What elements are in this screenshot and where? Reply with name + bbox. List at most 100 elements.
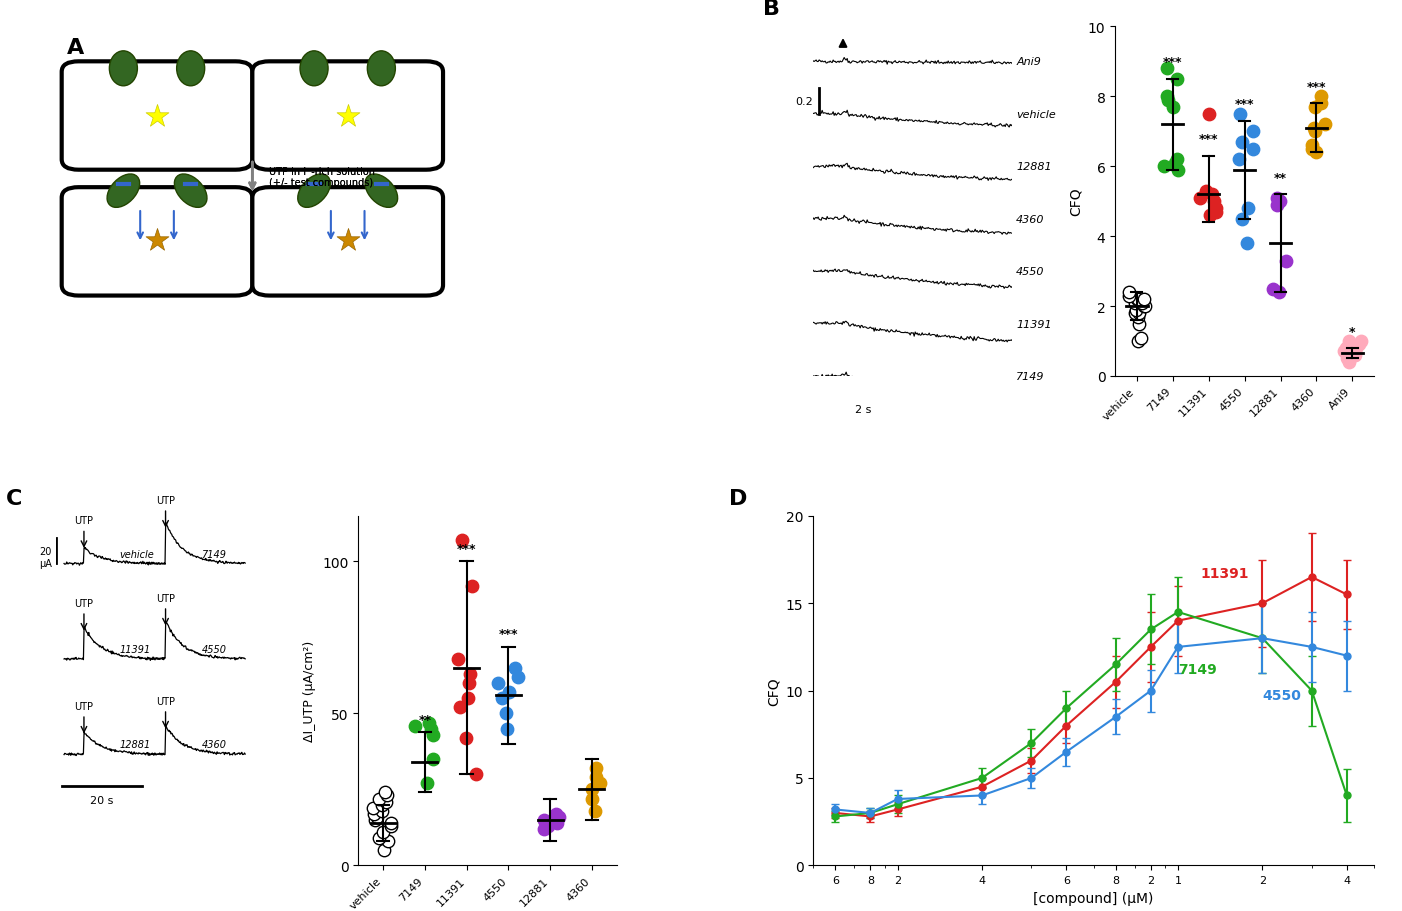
Text: ***: ***: [1235, 98, 1255, 111]
Point: [1301, 142, 1323, 157]
Point: [370, 804, 393, 818]
Point: [449, 701, 471, 715]
Point: [1269, 195, 1291, 210]
Point: [1237, 201, 1259, 216]
Point: [1124, 306, 1147, 321]
Point: [1342, 348, 1364, 363]
Point: [1332, 344, 1354, 359]
Point: [1126, 334, 1148, 349]
Point: [1242, 125, 1265, 139]
Point: [533, 822, 555, 836]
Point: [1339, 334, 1361, 349]
FancyBboxPatch shape: [62, 188, 252, 296]
Point: [336, 233, 359, 248]
Point: [1129, 306, 1151, 321]
Point: [1227, 153, 1249, 168]
Point: [457, 691, 479, 706]
Text: UTP: UTP: [74, 701, 94, 711]
Point: [1336, 352, 1359, 366]
Point: [366, 810, 388, 824]
Text: 12881: 12881: [119, 740, 151, 750]
Point: [460, 667, 482, 681]
Point: [589, 776, 611, 791]
Point: [495, 706, 517, 721]
Point: [545, 806, 568, 821]
Point: [1131, 296, 1154, 311]
Point: [1335, 342, 1357, 356]
Point: [1166, 163, 1189, 178]
Point: [376, 788, 398, 803]
Point: [503, 660, 526, 675]
Point: [367, 831, 390, 845]
Point: [1335, 344, 1357, 359]
Ellipse shape: [300, 52, 328, 87]
Point: [1166, 72, 1189, 87]
Point: [1155, 62, 1178, 77]
Point: [1203, 195, 1225, 210]
Point: [491, 691, 513, 706]
Point: [418, 715, 440, 730]
Text: ***: ***: [1307, 81, 1326, 94]
Point: [1161, 100, 1183, 115]
Ellipse shape: [107, 175, 140, 208]
Text: μA: μA: [39, 558, 52, 568]
Point: [1164, 157, 1186, 171]
Point: [362, 801, 384, 815]
Point: [380, 815, 402, 830]
Point: [1339, 348, 1361, 363]
Text: B: B: [764, 0, 781, 19]
Point: [367, 792, 390, 806]
Point: [1304, 125, 1326, 139]
Text: UTP: UTP: [156, 696, 175, 706]
Point: [422, 728, 444, 742]
Text: Ani9: Ani9: [1016, 57, 1042, 67]
Point: [1134, 300, 1157, 314]
Point: [545, 815, 568, 830]
Point: [454, 731, 477, 745]
Text: **: **: [418, 712, 432, 726]
Point: [1157, 93, 1179, 107]
Text: 7149: 7149: [1016, 372, 1044, 382]
Point: [451, 533, 474, 548]
Point: [1304, 100, 1326, 115]
Ellipse shape: [367, 52, 395, 87]
Text: 11391: 11391: [1200, 567, 1249, 580]
Text: 7149: 7149: [202, 549, 226, 559]
Point: [1301, 138, 1323, 153]
Point: [486, 676, 509, 691]
Point: [580, 792, 603, 806]
Point: [1228, 107, 1251, 122]
Point: [1127, 292, 1150, 307]
Text: A: A: [67, 38, 84, 57]
Text: UTP in I⁻-rich solution
(+/- test compounds): UTP in I⁻-rich solution (+/- test compou…: [269, 167, 376, 189]
Text: vehicle: vehicle: [1016, 109, 1056, 119]
Point: [421, 722, 443, 736]
Text: 4360: 4360: [202, 740, 226, 750]
Point: [1202, 188, 1224, 202]
Point: [585, 761, 607, 775]
Text: UTP: UTP: [74, 516, 94, 526]
Point: [365, 813, 387, 827]
Y-axis label: ΔI_UTP (μA/cm²): ΔI_UTP (μA/cm²): [303, 640, 317, 742]
Text: ***: ***: [499, 628, 519, 640]
Text: ***: ***: [1199, 133, 1218, 146]
FancyBboxPatch shape: [252, 62, 443, 170]
Ellipse shape: [174, 175, 207, 208]
Y-axis label: CFQ: CFQ: [1068, 188, 1082, 216]
Point: [1119, 285, 1141, 300]
Point: [374, 785, 397, 800]
Text: **: **: [1274, 171, 1287, 184]
Text: 2 s: 2 s: [855, 404, 871, 415]
Text: UTP: UTP: [74, 599, 94, 609]
Point: [1204, 205, 1227, 220]
Text: 12881: 12881: [1016, 162, 1052, 172]
Point: [1199, 209, 1221, 223]
Point: [1189, 191, 1211, 206]
Text: 4550: 4550: [202, 644, 226, 654]
Point: [1231, 135, 1253, 149]
Point: [1350, 334, 1373, 349]
Text: 4550: 4550: [1016, 267, 1044, 277]
Point: [495, 722, 517, 736]
Point: [1152, 159, 1175, 174]
Text: ***: ***: [457, 543, 477, 556]
